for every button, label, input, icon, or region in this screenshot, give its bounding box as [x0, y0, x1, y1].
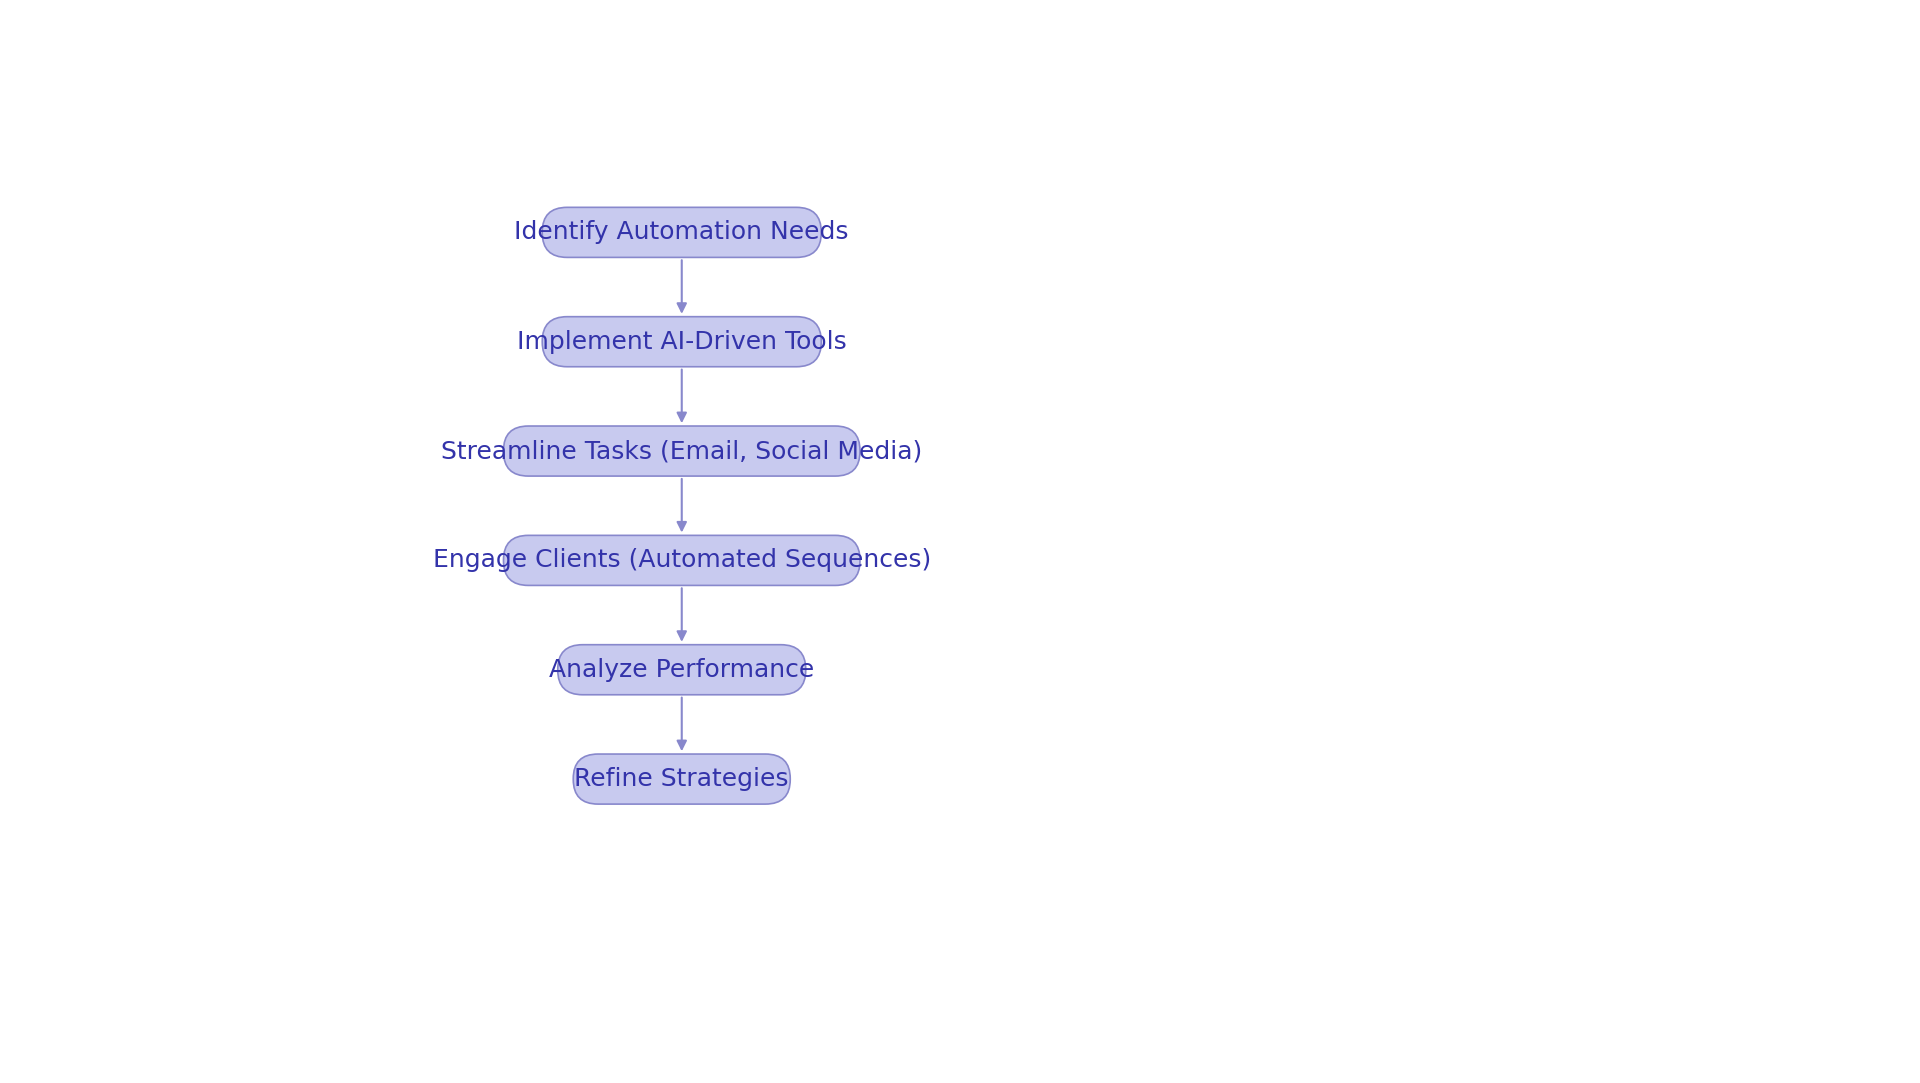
- FancyBboxPatch shape: [574, 754, 791, 804]
- FancyBboxPatch shape: [541, 316, 822, 367]
- FancyBboxPatch shape: [557, 644, 806, 695]
- Text: Implement AI-Driven Tools: Implement AI-Driven Tools: [516, 329, 847, 354]
- Text: Identify Automation Needs: Identify Automation Needs: [515, 220, 849, 245]
- FancyBboxPatch shape: [503, 535, 860, 586]
- Text: Refine Strategies: Refine Strategies: [574, 767, 789, 791]
- Text: Streamline Tasks (Email, Social Media): Streamline Tasks (Email, Social Media): [442, 439, 922, 464]
- FancyBboxPatch shape: [503, 426, 860, 477]
- FancyBboxPatch shape: [541, 207, 822, 258]
- Text: Engage Clients (Automated Sequences): Engage Clients (Automated Sequences): [432, 548, 931, 573]
- Text: Analyze Performance: Analyze Performance: [549, 657, 814, 681]
